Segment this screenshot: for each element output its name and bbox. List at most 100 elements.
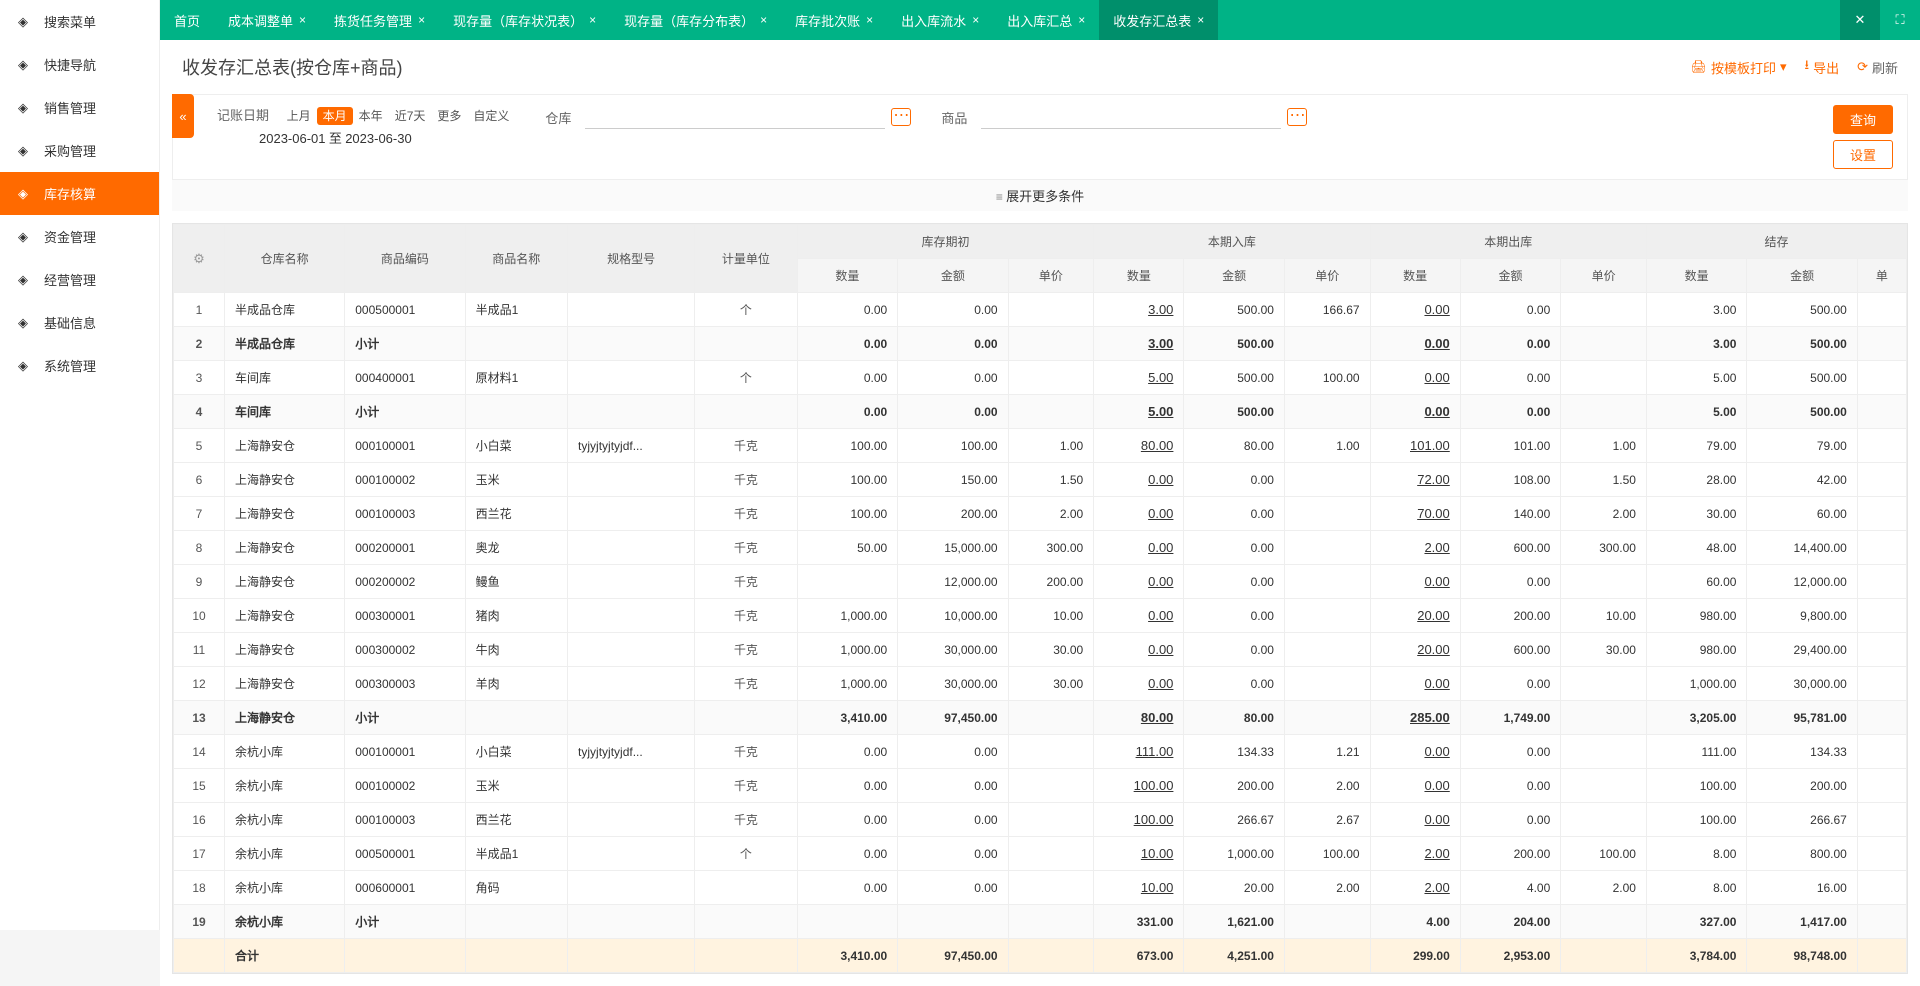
drill-link[interactable]: 3.00 [1148,302,1173,317]
drill-link[interactable]: 70.00 [1417,506,1450,521]
tab-4[interactable]: 现存量（库存分布表）× [610,0,781,40]
drill-link[interactable]: 0.00 [1424,744,1449,759]
tab-7[interactable]: 出入库汇总 × [993,0,1099,40]
tab-label: 收发存汇总表 [1113,11,1191,30]
refresh-button[interactable]: ⟳ 刷新 [1857,58,1898,77]
drill-link[interactable]: 0.00 [1148,676,1173,691]
tag-icon: ◈ [18,100,34,116]
drill-link[interactable]: 0.00 [1148,506,1173,521]
export-button[interactable]: ⭳ 导出 [1805,56,1840,78]
drill-link[interactable]: 0.00 [1424,574,1449,589]
table-row: 1半成品仓库000500001半成品1个0.000.003.00500.0016… [174,293,1907,327]
setting-button[interactable]: 设置 [1833,140,1893,169]
drill-link[interactable]: 3.00 [1148,336,1173,351]
range-本月[interactable]: 本月 [317,107,353,125]
col-code: 商品编码 [345,225,465,293]
print-button[interactable]: 🖨 按模板打印 ▾ [1690,58,1786,77]
drill-link[interactable]: 0.00 [1148,540,1173,555]
drill-link[interactable]: 10.00 [1141,846,1174,861]
drill-link[interactable]: 10.00 [1141,880,1174,895]
sidebar-item-8[interactable]: ◈系统管理 [0,344,159,387]
sidebar-item-6[interactable]: ◈经营管理 [0,258,159,301]
sidebar-item-4[interactable]: ◈库存核算 [0,172,159,215]
tab-5[interactable]: 库存批次账 × [781,0,887,40]
warehouse-input[interactable] [585,105,885,129]
tab-label: 首页 [174,11,200,30]
sidebar-item-3[interactable]: ◈采购管理 [0,129,159,172]
drill-link[interactable]: 0.00 [1424,404,1449,419]
table-row: 15余杭小库000100002玉米千克0.000.00100.00200.002… [174,769,1907,803]
drill-link[interactable]: 0.00 [1148,574,1173,589]
table-row: 8上海静安仓000200001奥龙千克50.0015,000.00300.000… [174,531,1907,565]
drill-link[interactable]: 0.00 [1148,608,1173,623]
range-本年[interactable]: 本年 [353,107,389,125]
drill-link[interactable]: 0.00 [1424,370,1449,385]
drill-link[interactable]: 5.00 [1148,370,1173,385]
drill-link[interactable]: 2.00 [1424,880,1449,895]
drill-link[interactable]: 100.00 [1134,812,1174,827]
col-unit: 计量单位 [695,225,797,293]
close-icon[interactable]: × [1197,13,1204,27]
sidebar-item-2[interactable]: ◈销售管理 [0,86,159,129]
drill-link[interactable]: 2.00 [1424,540,1449,555]
product-lookup-button[interactable]: ⋯ [1287,108,1307,126]
range-近7天[interactable]: 近7天 [389,107,432,125]
drill-link[interactable]: 2.00 [1424,846,1449,861]
close-icon[interactable]: × [866,13,873,27]
tab-8[interactable]: 收发存汇总表 × [1099,0,1218,40]
product-input[interactable] [981,105,1281,129]
range-上月[interactable]: 上月 [281,107,317,125]
tab-1[interactable]: 成本调整单× [214,0,320,40]
sidebar-item-1[interactable]: ◈快捷导航 [0,43,159,86]
range-更多[interactable]: 更多 [431,107,467,125]
drill-link[interactable]: 0.00 [1424,812,1449,827]
drill-link[interactable]: 20.00 [1417,608,1450,623]
sidebar: ◈搜索菜单◈快捷导航◈销售管理◈采购管理◈库存核算◈资金管理◈经营管理◈基础信息… [0,0,160,930]
drill-link[interactable]: 80.00 [1141,710,1174,725]
tab-label: 出入库汇总 [1007,11,1072,30]
drill-link[interactable]: 20.00 [1417,642,1450,657]
close-icon[interactable]: × [418,13,425,27]
drill-link[interactable]: 0.00 [1424,302,1449,317]
drill-link[interactable]: 101.00 [1410,438,1450,453]
query-button[interactable]: 查询 [1833,105,1893,134]
close-icon[interactable]: × [760,13,767,27]
close-icon[interactable]: × [299,13,306,27]
date-range-text: 2023-06-01 至 2023-06-30 [259,128,515,147]
drill-link[interactable]: 0.00 [1148,642,1173,657]
drill-link[interactable]: 100.00 [1134,778,1174,793]
drill-link[interactable]: 80.00 [1141,438,1174,453]
drill-link[interactable]: 285.00 [1410,710,1450,725]
expand-filter-button[interactable]: ≡ 展开更多条件 [172,180,1908,211]
tab-label: 库存批次账 [795,11,860,30]
grid-icon: ◈ [18,315,34,331]
drill-link[interactable]: 72.00 [1417,472,1450,487]
collapse-filter-button[interactable]: « [172,94,194,138]
sidebar-item-0[interactable]: ◈搜索菜单 [0,0,159,43]
tab-6[interactable]: 出入库流水 × [887,0,993,40]
data-table-wrap: ⚙ 仓库名称 商品编码 商品名称 规格型号 计量单位 库存期初 本期入库 本期出… [172,223,1908,974]
table-row: 19余杭小库小计331.001,621.004.00204.00327.001,… [174,905,1907,939]
sidebar-item-7[interactable]: ◈基础信息 [0,301,159,344]
close-icon[interactable]: × [589,13,596,27]
drill-link[interactable]: 111.00 [1136,744,1174,759]
sidebar-item-5[interactable]: ◈资金管理 [0,215,159,258]
drill-link[interactable]: 0.00 [1424,336,1449,351]
warehouse-lookup-button[interactable]: ⋯ [891,108,911,126]
tab-2[interactable]: 拣货任务管理× [320,0,439,40]
fullscreen-icon[interactable]: ⛶ [1880,0,1920,40]
drill-link[interactable]: 0.00 [1424,676,1449,691]
tab-label: 出入库流水 [901,11,966,30]
close-all-tabs-button[interactable]: ✕ [1840,0,1880,40]
close-icon[interactable]: × [1078,13,1085,27]
range-自定义[interactable]: 自定义 [467,107,515,125]
drill-link[interactable]: 0.00 [1148,472,1173,487]
col-gear[interactable]: ⚙ [174,225,225,293]
drill-link[interactable]: 0.00 [1424,778,1449,793]
tab-3[interactable]: 现存量（库存状况表）× [439,0,610,40]
box-icon: ◈ [18,186,34,202]
col-warehouse: 仓库名称 [225,225,345,293]
tab-0[interactable]: 首页 [160,0,214,40]
close-icon[interactable]: × [972,13,979,27]
drill-link[interactable]: 5.00 [1148,404,1173,419]
